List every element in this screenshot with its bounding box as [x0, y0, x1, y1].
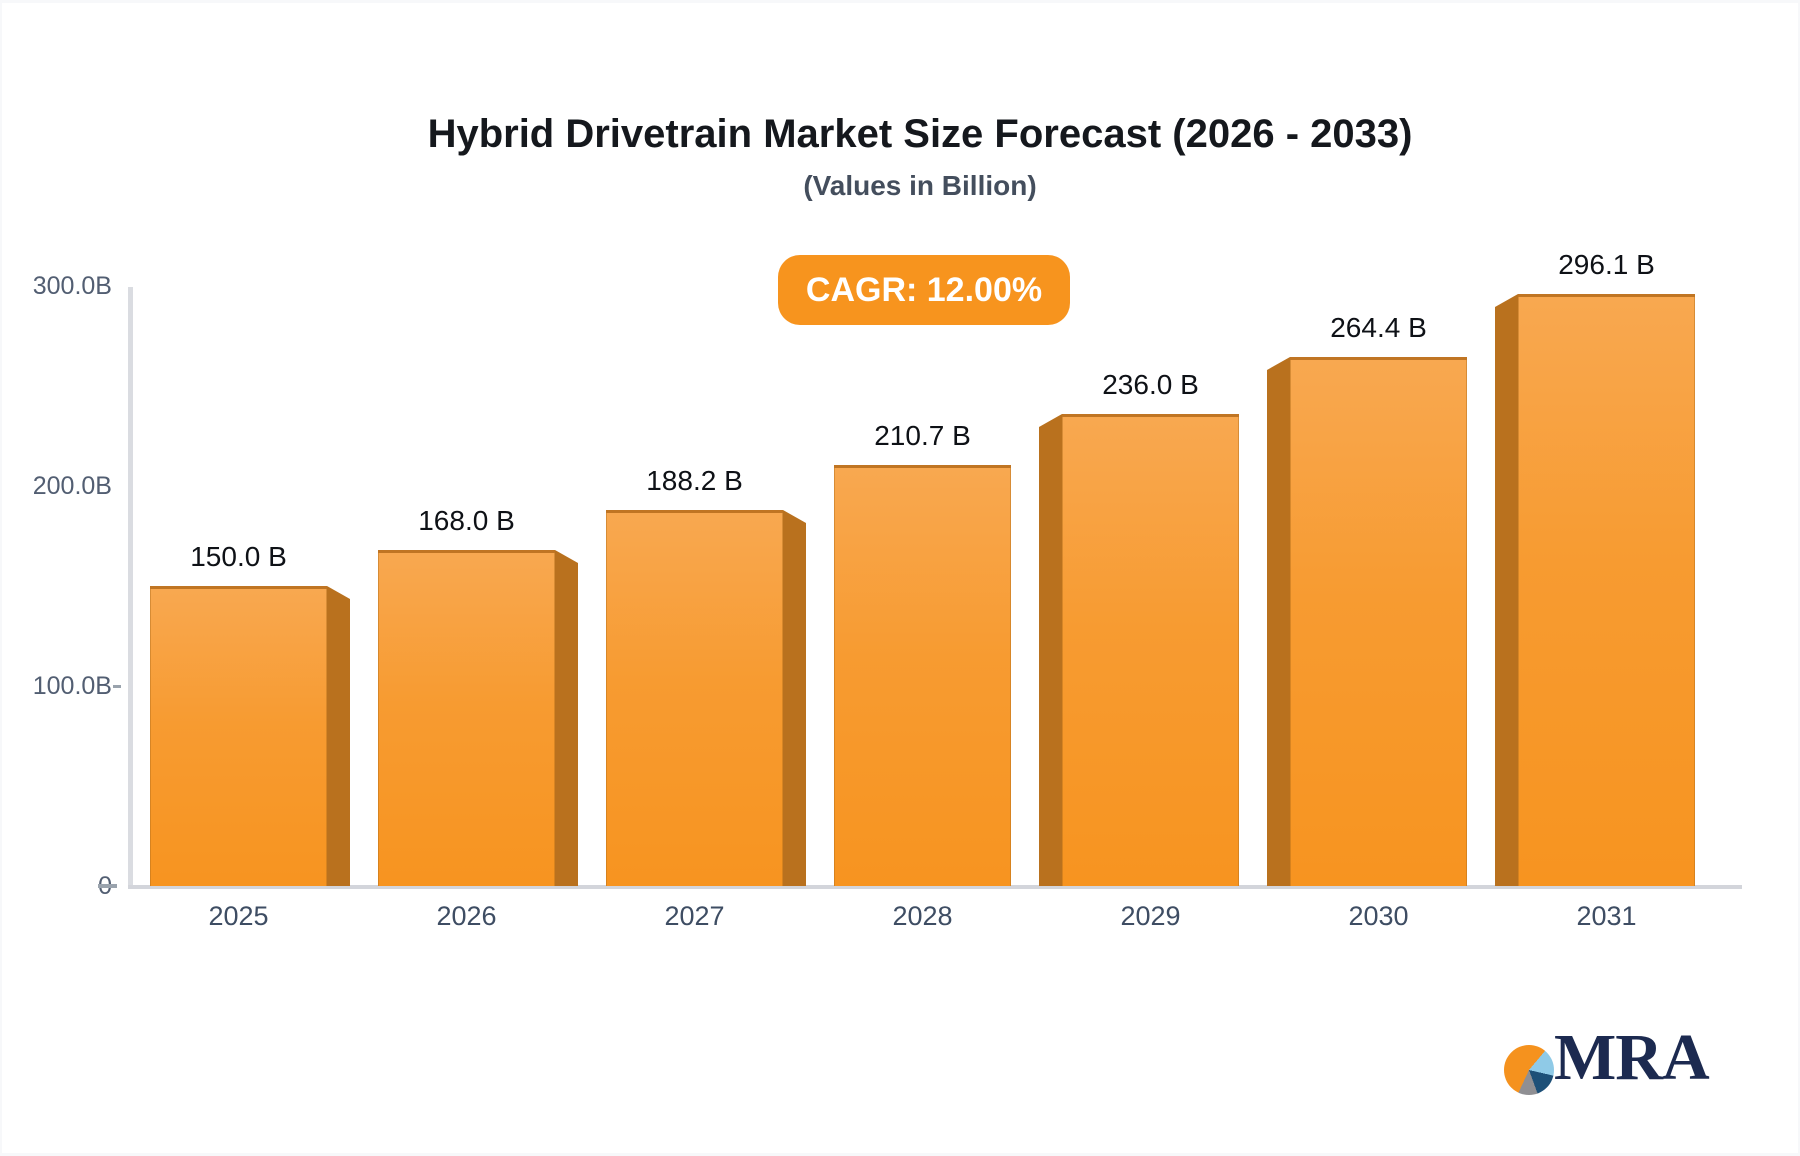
- bar-side-face: [1039, 414, 1062, 886]
- bar-face: [378, 550, 555, 886]
- x-axis-label: 2026: [436, 901, 497, 931]
- y-axis-line: [128, 287, 133, 887]
- bar-face: [606, 510, 783, 886]
- bar-2026: [378, 550, 578, 886]
- x-axis-baseline: [128, 885, 1742, 889]
- bar-face: [1518, 294, 1695, 886]
- y-axis-tick-label: 0: [0, 870, 112, 902]
- bar-2027: [606, 510, 806, 886]
- bar-face: [1290, 357, 1467, 886]
- page-edge-bottom: [0, 1153, 1800, 1156]
- bar-side-face: [1267, 357, 1290, 886]
- x-axis-label: 2030: [1348, 901, 1409, 931]
- y-axis-tick-mark: [98, 884, 117, 888]
- page-edge-top: [0, 0, 1800, 3]
- chart-subtitle: (Values in Billion): [803, 170, 1037, 201]
- bar-value-label: 188.2 B: [646, 465, 743, 496]
- y-axis-tick-label: 200.0B: [32, 472, 112, 500]
- bar-value-label: 168.0 B: [418, 505, 515, 536]
- bar-side-face: [1495, 294, 1518, 886]
- bar-value-label: 236.0 B: [1102, 369, 1199, 400]
- bar-face: [834, 465, 1011, 886]
- x-axis-label: 2031: [1576, 901, 1637, 931]
- y-axis-tick-label: 300.0B: [32, 272, 112, 300]
- bar-value-label: 296.1 B: [1558, 249, 1655, 280]
- bar-2029: [1039, 414, 1239, 886]
- bar-side-face: [555, 550, 578, 886]
- bar-face: [1062, 414, 1239, 886]
- chart-title: Hybrid Drivetrain Market Size Forecast (…: [427, 112, 1413, 156]
- bar-2031: [1495, 294, 1695, 886]
- x-axis-label: 2025: [208, 901, 269, 931]
- bar-2028: [834, 465, 1011, 886]
- x-axis-label: 2027: [664, 901, 725, 931]
- page-edge-right: [1798, 0, 1800, 1156]
- bar-2025: [150, 586, 350, 886]
- bar-side-face: [327, 586, 350, 886]
- bar-side-face: [783, 510, 806, 886]
- x-axis-label: 2028: [892, 901, 953, 931]
- bar-2030: [1267, 357, 1467, 886]
- bar-value-label: 210.7 B: [874, 420, 971, 451]
- bar-face: [150, 586, 327, 886]
- pie-chart-logo-icon: [1504, 1045, 1554, 1095]
- y-axis-tick-label: 100.0B: [32, 672, 112, 700]
- logo-text: MRA: [1554, 1021, 1710, 1094]
- y-axis-tick-mark: [113, 685, 121, 688]
- x-axis-label: 2029: [1120, 901, 1181, 931]
- cagr-badge: CAGR: 12.00%: [778, 255, 1070, 325]
- bar-value-label: 264.4 B: [1330, 312, 1427, 343]
- bar-value-label: 150.0 B: [190, 541, 287, 572]
- page-edge-left: [0, 0, 2, 1156]
